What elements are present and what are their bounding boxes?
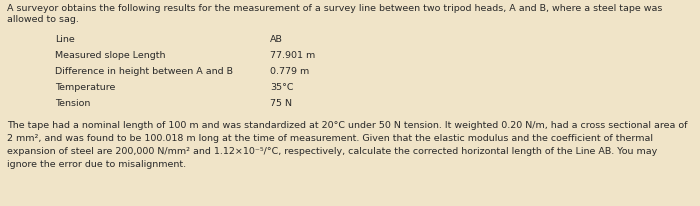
Text: allowed to sag.: allowed to sag. <box>7 15 79 24</box>
Text: expansion of steel are 200,000 N/mm² and 1.12×10⁻⁵/°C, respectively, calculate t: expansion of steel are 200,000 N/mm² and… <box>7 146 657 155</box>
Text: Line: Line <box>55 35 75 44</box>
Text: Difference in height between A and B: Difference in height between A and B <box>55 67 233 76</box>
Text: Tension: Tension <box>55 98 90 108</box>
Text: Temperature: Temperature <box>55 83 116 91</box>
Text: AB: AB <box>270 35 283 44</box>
Text: 35°C: 35°C <box>270 83 293 91</box>
Text: A surveyor obtains the following results for the measurement of a survey line be: A surveyor obtains the following results… <box>7 4 662 13</box>
Text: 0.779 m: 0.779 m <box>270 67 309 76</box>
Text: 2 mm², and was found to be 100.018 m long at the time of measurement. Given that: 2 mm², and was found to be 100.018 m lon… <box>7 133 653 142</box>
Text: 75 N: 75 N <box>270 98 292 108</box>
Text: Measured slope Length: Measured slope Length <box>55 51 165 60</box>
Text: The tape had a nominal length of 100 m and was standardized at 20°C under 50 N t: The tape had a nominal length of 100 m a… <box>7 121 687 129</box>
Text: 77.901 m: 77.901 m <box>270 51 315 60</box>
Text: ignore the error due to misalignment.: ignore the error due to misalignment. <box>7 159 186 168</box>
